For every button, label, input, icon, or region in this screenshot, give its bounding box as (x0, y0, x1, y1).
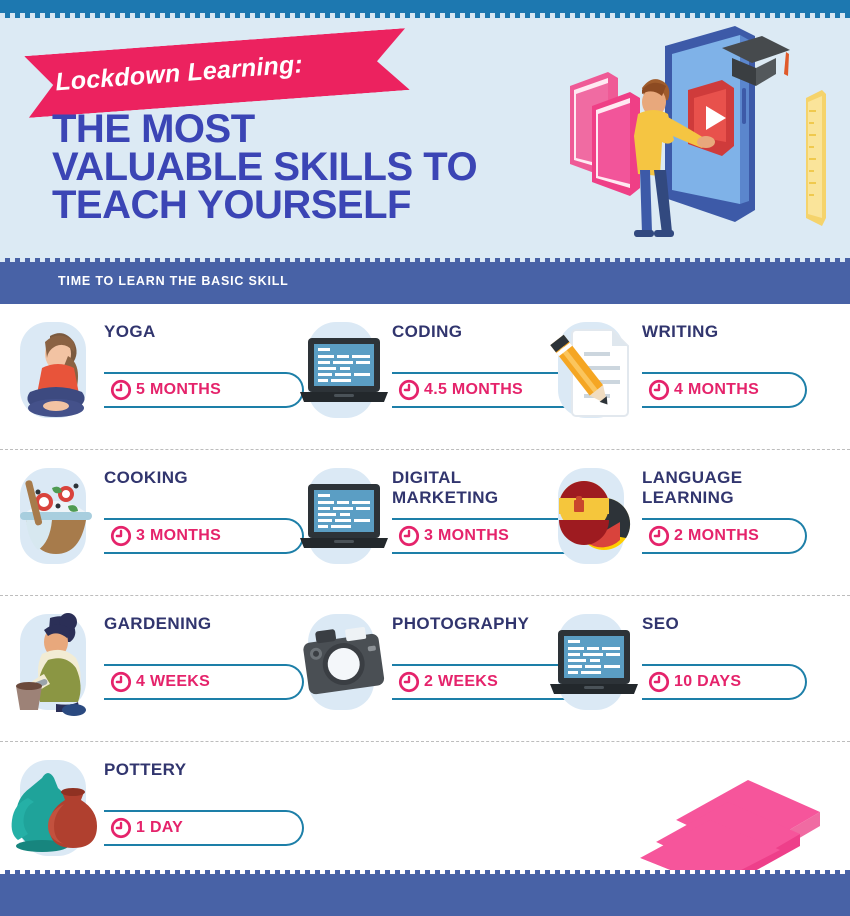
title-line-1: THE MOST (52, 107, 255, 151)
section-header-bar: TIME TO LEARN THE BASIC SKILL (0, 258, 850, 304)
time-badge[interactable]: 2 MONTHS (642, 518, 807, 554)
hero-banner: Lockdown Learning: THE MOST VALUABLE SKI… (0, 18, 850, 258)
skill-label: WRITING (642, 322, 719, 341)
skill-label-wrap: COOKING (104, 468, 304, 488)
clock-icon (648, 525, 670, 547)
dotted-divider (0, 13, 850, 18)
yoga-icon (8, 316, 104, 426)
time-value: 4 MONTHS (674, 381, 760, 398)
clock-icon (398, 671, 420, 693)
skill-label: DIGITAL MARKETING (392, 468, 499, 507)
pottery-icon (8, 754, 104, 864)
skill-card-yoga[interactable]: YOGA 5 MONTHS (0, 304, 304, 450)
skill-label: GARDENING (104, 614, 212, 633)
clock-icon (398, 525, 420, 547)
skill-card-seo[interactable]: SEO 10 DAYS (538, 596, 850, 742)
time-badge[interactable]: 3 MONTHS (104, 518, 304, 554)
time-value: 2 WEEKS (424, 673, 499, 690)
laptop-code-icon (296, 462, 392, 572)
time-value: 3 MONTHS (424, 527, 510, 544)
skill-card-language-learning[interactable]: LANGUAGE LEARNING 2 MONTHS (538, 450, 850, 596)
clock-icon (398, 379, 420, 401)
skill-label: LANGUAGE LEARNING (642, 468, 743, 507)
clock-icon (648, 671, 670, 693)
page-title: THE MOST VALUABLE SKILLS TO TEACH YOURSE… (52, 107, 612, 227)
gardening-icon (8, 608, 104, 718)
footer-bar (0, 870, 850, 916)
skill-label-wrap: PHOTOGRAPHY (392, 614, 592, 634)
skill-row: YOGA 5 MONTHS CODING 4.5 MONTHS WRITING 4 MON… (0, 304, 850, 450)
skill-label-wrap: SEO (642, 614, 842, 634)
time-value: 3 MONTHS (136, 527, 222, 544)
skill-card-coding[interactable]: CODING 4.5 MONTHS (288, 304, 590, 450)
skill-card-digital-marketing[interactable]: DIGITAL MARKETING 3 MONTHS (288, 450, 590, 596)
time-value: 5 MONTHS (136, 381, 222, 398)
skill-row: GARDENING 4 WEEKS PHOTOGRAPHY 2 WEEKS SEO 10 … (0, 596, 850, 742)
camera-icon (296, 608, 392, 718)
skill-row: POTTERY 1 DAY (0, 742, 850, 888)
title-line-2: VALUABLE SKILLS TO (52, 145, 478, 189)
skill-label-wrap: YOGA (104, 322, 304, 342)
section-title: TIME TO LEARN THE BASIC SKILL (58, 274, 289, 288)
skill-card-cooking[interactable]: COOKING 3 MONTHS (0, 450, 304, 596)
clock-icon (648, 379, 670, 401)
skill-label-wrap: LANGUAGE LEARNING (642, 468, 842, 508)
top-accent-strip (0, 0, 850, 18)
time-value: 10 DAYS (674, 673, 742, 690)
skill-label-wrap: DIGITAL MARKETING (392, 468, 592, 508)
skill-row: COOKING 3 MONTHS DIGITAL MARKETING 3 MONTHS L… (0, 450, 850, 596)
skill-label-wrap: GARDENING (104, 614, 304, 634)
time-badge[interactable]: 4 WEEKS (104, 664, 304, 700)
pencil-document-icon (546, 316, 642, 426)
skill-label: SEO (642, 614, 680, 633)
skill-label: PHOTOGRAPHY (392, 614, 530, 633)
time-badge[interactable]: 1 DAY (104, 810, 304, 846)
stacked-pink-books-illustration (640, 780, 820, 886)
skill-card-pottery[interactable]: POTTERY 1 DAY (0, 742, 304, 888)
flags-icon (546, 462, 642, 572)
dotted-divider (0, 258, 850, 262)
skill-label: POTTERY (104, 760, 187, 779)
clock-icon (110, 817, 132, 839)
laptop-code-icon (546, 608, 642, 718)
skill-label-wrap: WRITING (642, 322, 842, 342)
time-badge[interactable]: 4 MONTHS (642, 372, 807, 408)
time-value: 2 MONTHS (674, 527, 760, 544)
laptop-code-icon (296, 316, 392, 426)
time-badge[interactable]: 10 DAYS (642, 664, 807, 700)
time-badge[interactable]: 5 MONTHS (104, 372, 304, 408)
clock-icon (110, 525, 132, 547)
clock-icon (110, 671, 132, 693)
skill-label-wrap: CODING (392, 322, 592, 342)
skill-card-photography[interactable]: PHOTOGRAPHY 2 WEEKS (288, 596, 590, 742)
person-tablet-play-illustration (570, 26, 826, 237)
skill-label: COOKING (104, 468, 189, 487)
time-value: 1 DAY (136, 819, 184, 836)
skill-card-writing[interactable]: WRITING 4 MONTHS (538, 304, 850, 450)
time-value: 4.5 MONTHS (424, 381, 524, 398)
salad-bowl-icon (8, 462, 104, 572)
dotted-divider (0, 870, 850, 874)
title-line-3: TEACH YOURSELF (52, 183, 411, 227)
skill-label-wrap: POTTERY (104, 760, 304, 780)
skill-card-gardening[interactable]: GARDENING 4 WEEKS (0, 596, 304, 742)
skills-list: YOGA 5 MONTHS CODING 4.5 MONTHS WRITING 4 MON… (0, 304, 850, 888)
skill-label: YOGA (104, 322, 156, 341)
skill-label: CODING (392, 322, 463, 341)
clock-icon (110, 379, 132, 401)
time-value: 4 WEEKS (136, 673, 211, 690)
